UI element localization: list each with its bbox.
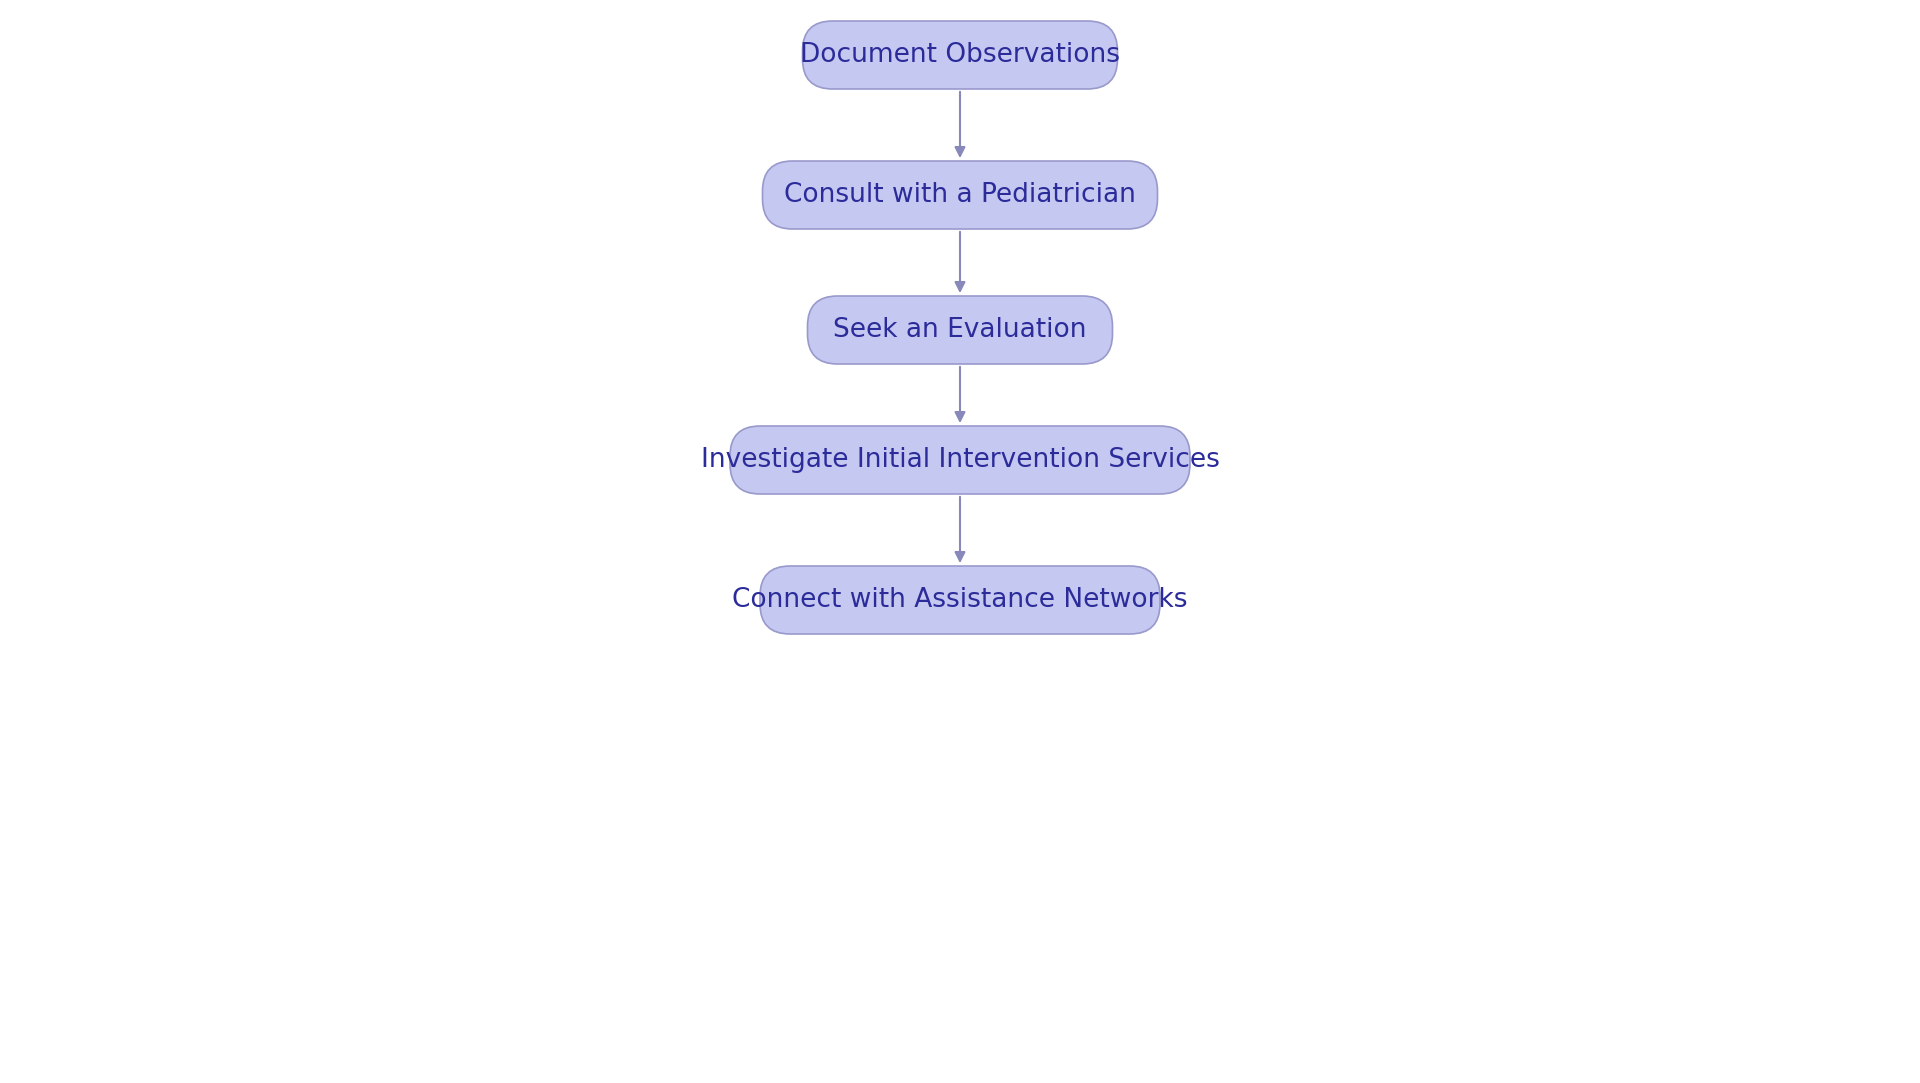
FancyBboxPatch shape — [760, 566, 1160, 634]
Text: Connect with Assistance Networks: Connect with Assistance Networks — [732, 587, 1188, 613]
Text: Seek an Evaluation: Seek an Evaluation — [833, 317, 1087, 343]
FancyBboxPatch shape — [808, 296, 1112, 364]
FancyBboxPatch shape — [730, 426, 1190, 494]
Text: Investigate Initial Intervention Services: Investigate Initial Intervention Service… — [701, 447, 1219, 473]
Text: Document Observations: Document Observations — [801, 42, 1119, 68]
FancyBboxPatch shape — [762, 161, 1158, 229]
Text: Consult with a Pediatrician: Consult with a Pediatrician — [783, 182, 1137, 208]
FancyBboxPatch shape — [803, 21, 1117, 89]
